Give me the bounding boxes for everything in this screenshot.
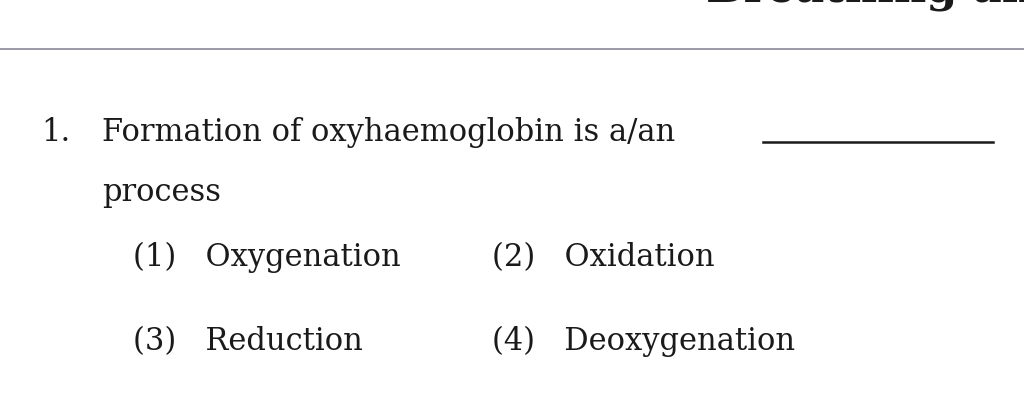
- Text: Formation of oxyhaemoglobin is a/an: Formation of oxyhaemoglobin is a/an: [102, 117, 676, 148]
- Text: (1)   Oxygenation: (1) Oxygenation: [133, 241, 400, 272]
- Text: Breathing an: Breathing an: [707, 0, 1024, 11]
- Text: (3)   Reduction: (3) Reduction: [133, 325, 362, 356]
- Text: process: process: [102, 177, 221, 208]
- Text: (4)   Deoxygenation: (4) Deoxygenation: [492, 325, 795, 356]
- Text: (2)   Oxidation: (2) Oxidation: [492, 241, 714, 272]
- Text: 1.: 1.: [41, 117, 71, 148]
